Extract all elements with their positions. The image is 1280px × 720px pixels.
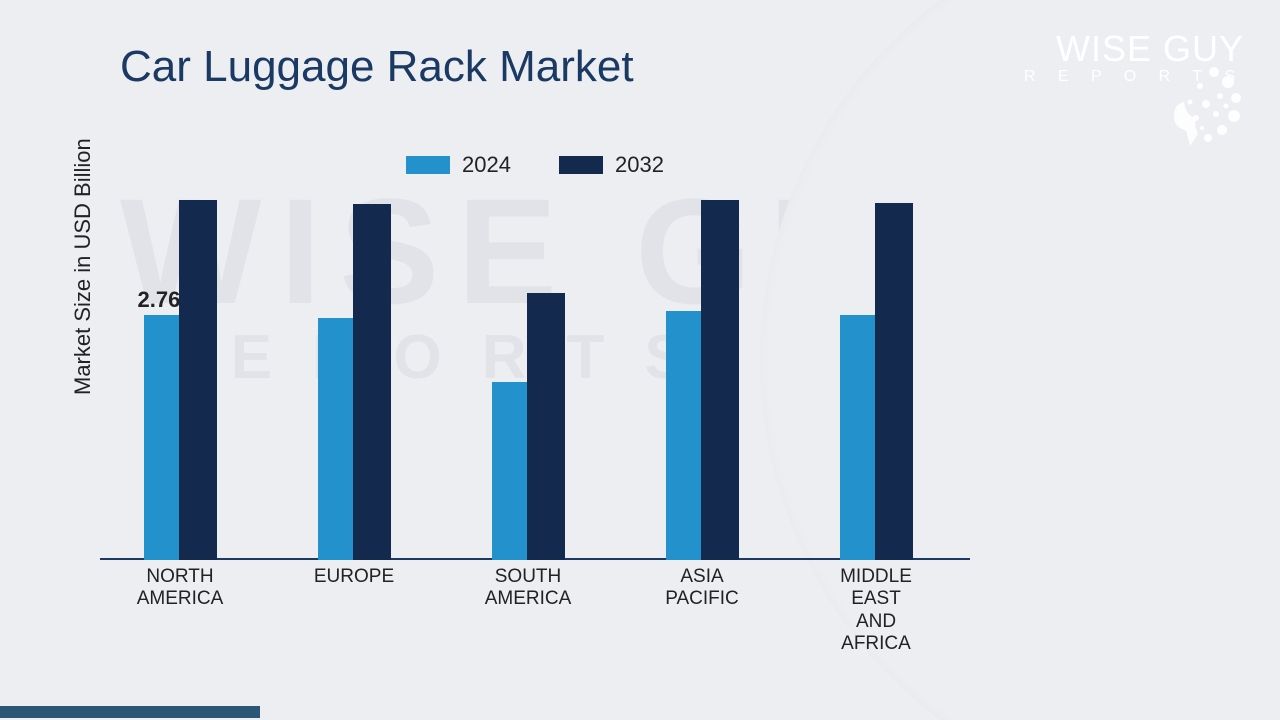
brain-dots-icon xyxy=(1156,58,1244,156)
bottom-accent-bar xyxy=(0,706,260,718)
bar xyxy=(875,203,913,560)
bar xyxy=(144,315,182,560)
plot-region: NORTHAMERICAEUROPESOUTHAMERICAASIAPACIFI… xyxy=(100,160,970,560)
bar xyxy=(179,200,217,560)
category-label: SOUTHAMERICA xyxy=(458,566,598,611)
brand-block: WISE GUY R E P O R T S xyxy=(1024,28,1244,86)
bar xyxy=(666,311,704,560)
bar-group xyxy=(632,200,772,560)
bar xyxy=(527,293,565,560)
bar xyxy=(353,204,391,560)
bar-group xyxy=(110,200,250,560)
bar xyxy=(492,382,530,560)
chart-title: Car Luggage Rack Market xyxy=(120,42,634,92)
category-label: MIDDLEEASTANDAFRICA xyxy=(806,566,946,656)
category-label: ASIAPACIFIC xyxy=(632,566,772,611)
bar-group xyxy=(806,203,946,560)
bar xyxy=(318,318,356,560)
bar xyxy=(840,315,878,560)
category-label: EUROPE xyxy=(284,566,424,588)
chart-area: 2024 2032 NORTHAMERICAEUROPESOUTHAMERICA… xyxy=(100,160,970,560)
page-root: WISE GUY REPORTS WISE GUY R E P O R T S … xyxy=(0,0,1280,720)
value-label: 2.76 xyxy=(138,287,181,313)
category-label: NORTHAMERICA xyxy=(110,566,250,611)
bar xyxy=(701,200,739,560)
y-axis-label: Market Size in USD Billion xyxy=(70,138,96,395)
bar-group xyxy=(458,293,598,560)
bar-group xyxy=(284,204,424,560)
